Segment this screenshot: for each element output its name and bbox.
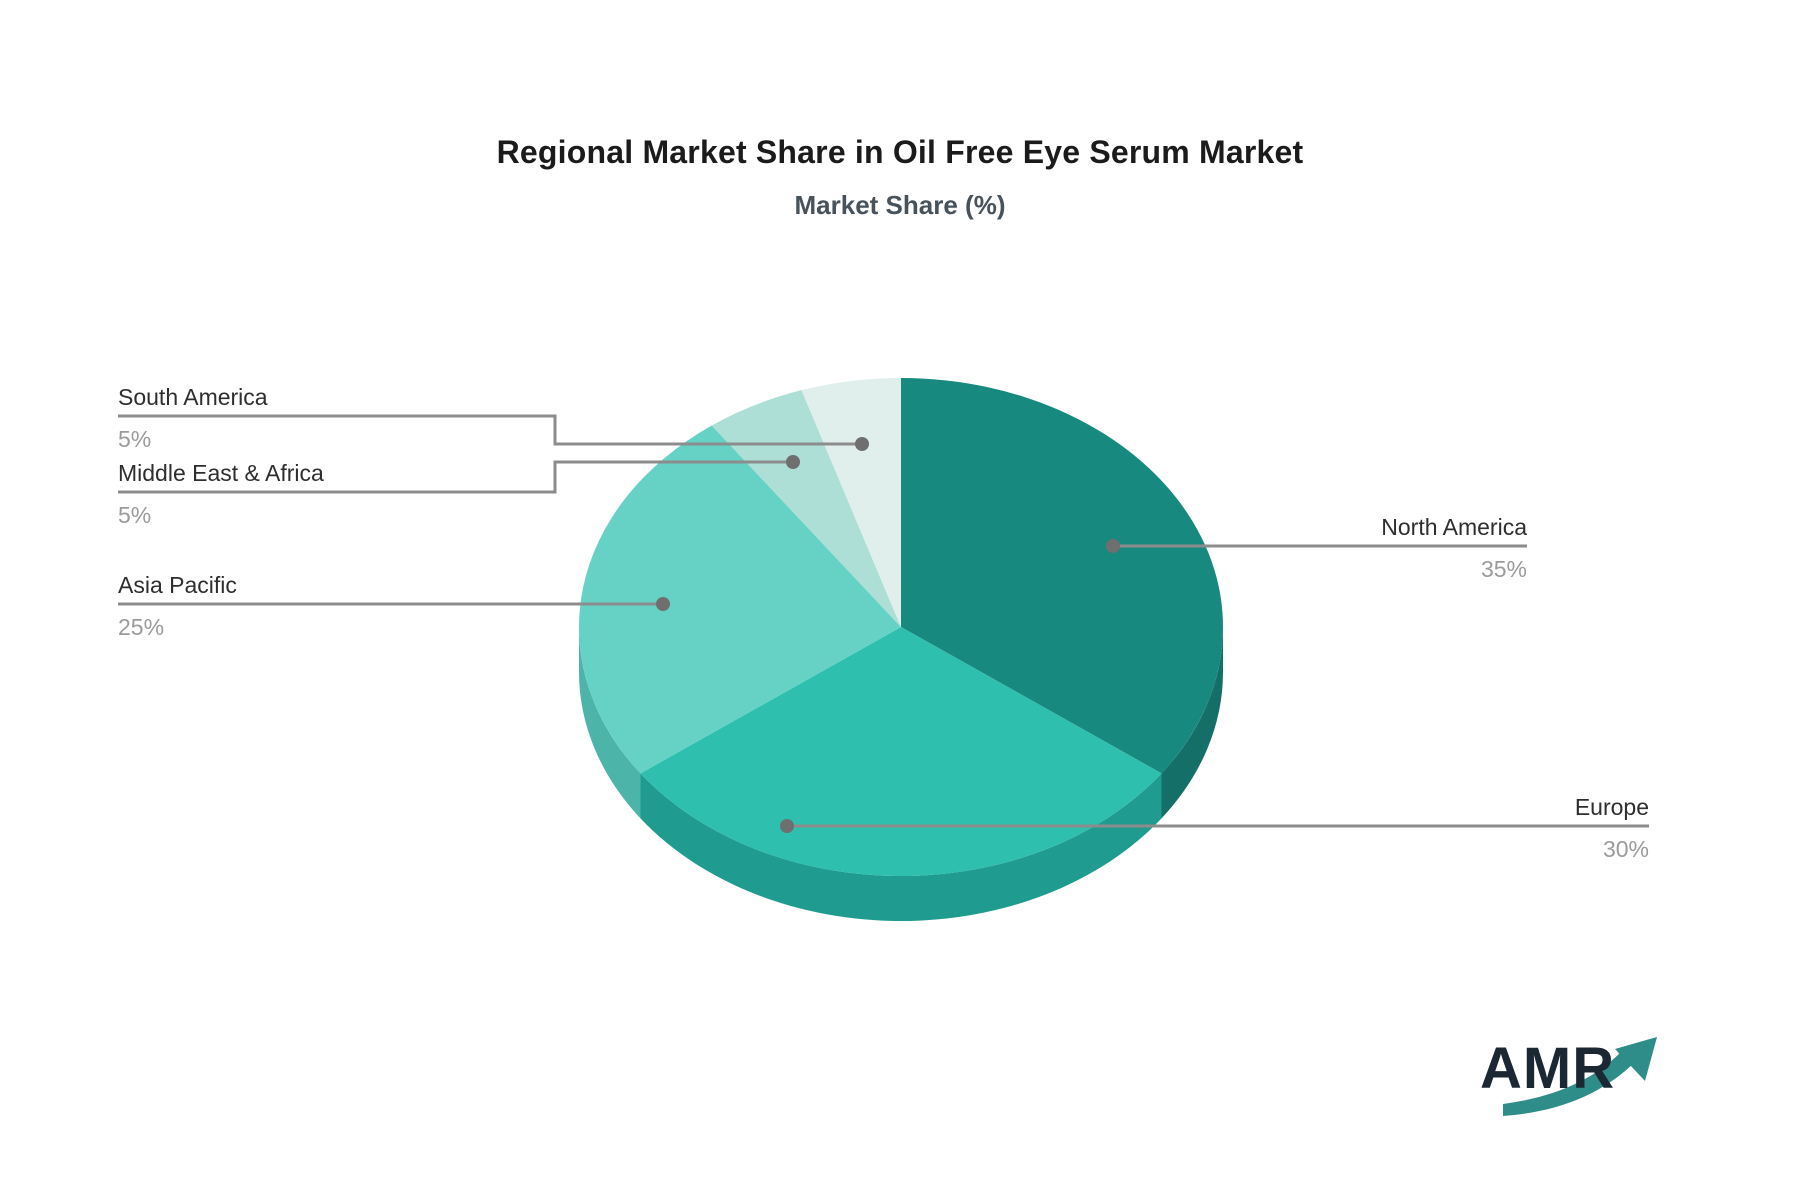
leader-dot-asia-pacific xyxy=(656,597,670,611)
pie-slice-north-america[interactable] xyxy=(901,378,1223,774)
leader-dot-middle-east-africa xyxy=(786,455,800,469)
amr-logo-text: AMR xyxy=(1480,1036,1616,1101)
value-south-america: 5% xyxy=(118,426,152,452)
pie-slice-middle-east-africa[interactable] xyxy=(711,390,901,627)
pie-slice-south-america[interactable] xyxy=(801,378,901,627)
pie-slice-europe[interactable] xyxy=(640,627,1162,876)
value-europe: 30% xyxy=(1602,836,1649,862)
pie-slice-side-north-america xyxy=(1161,627,1223,819)
pie-slice-side-europe xyxy=(640,773,1162,921)
pie-slice-side-asia-pacific xyxy=(579,627,641,819)
leader-dot-south-america xyxy=(855,437,869,451)
value-north-america: 35% xyxy=(1480,556,1527,582)
value-middle-east-africa: 5% xyxy=(118,502,152,528)
label-middle-east-africa: Middle East & Africa xyxy=(118,460,324,486)
chart-title: Regional Market Share in Oil Free Eye Se… xyxy=(496,134,1304,170)
label-north-america: North America xyxy=(1381,514,1527,540)
amr-logo-arrow-icon xyxy=(1503,1037,1657,1116)
chart-subtitle: Market Share (%) xyxy=(794,190,1006,220)
leader-dot-europe xyxy=(780,819,794,833)
label-asia-pacific: Asia Pacific xyxy=(118,572,237,598)
leader-line-south-america xyxy=(118,414,862,446)
value-asia-pacific: 25% xyxy=(118,614,165,640)
pie-slice-asia-pacific[interactable] xyxy=(579,425,901,774)
leader-line-middle-east-africa xyxy=(118,460,793,494)
label-south-america: South America xyxy=(118,384,268,410)
label-europe: Europe xyxy=(1574,794,1649,820)
leader-dot-north-america xyxy=(1106,539,1120,553)
amr-logo: AMR xyxy=(1455,1025,1675,1120)
